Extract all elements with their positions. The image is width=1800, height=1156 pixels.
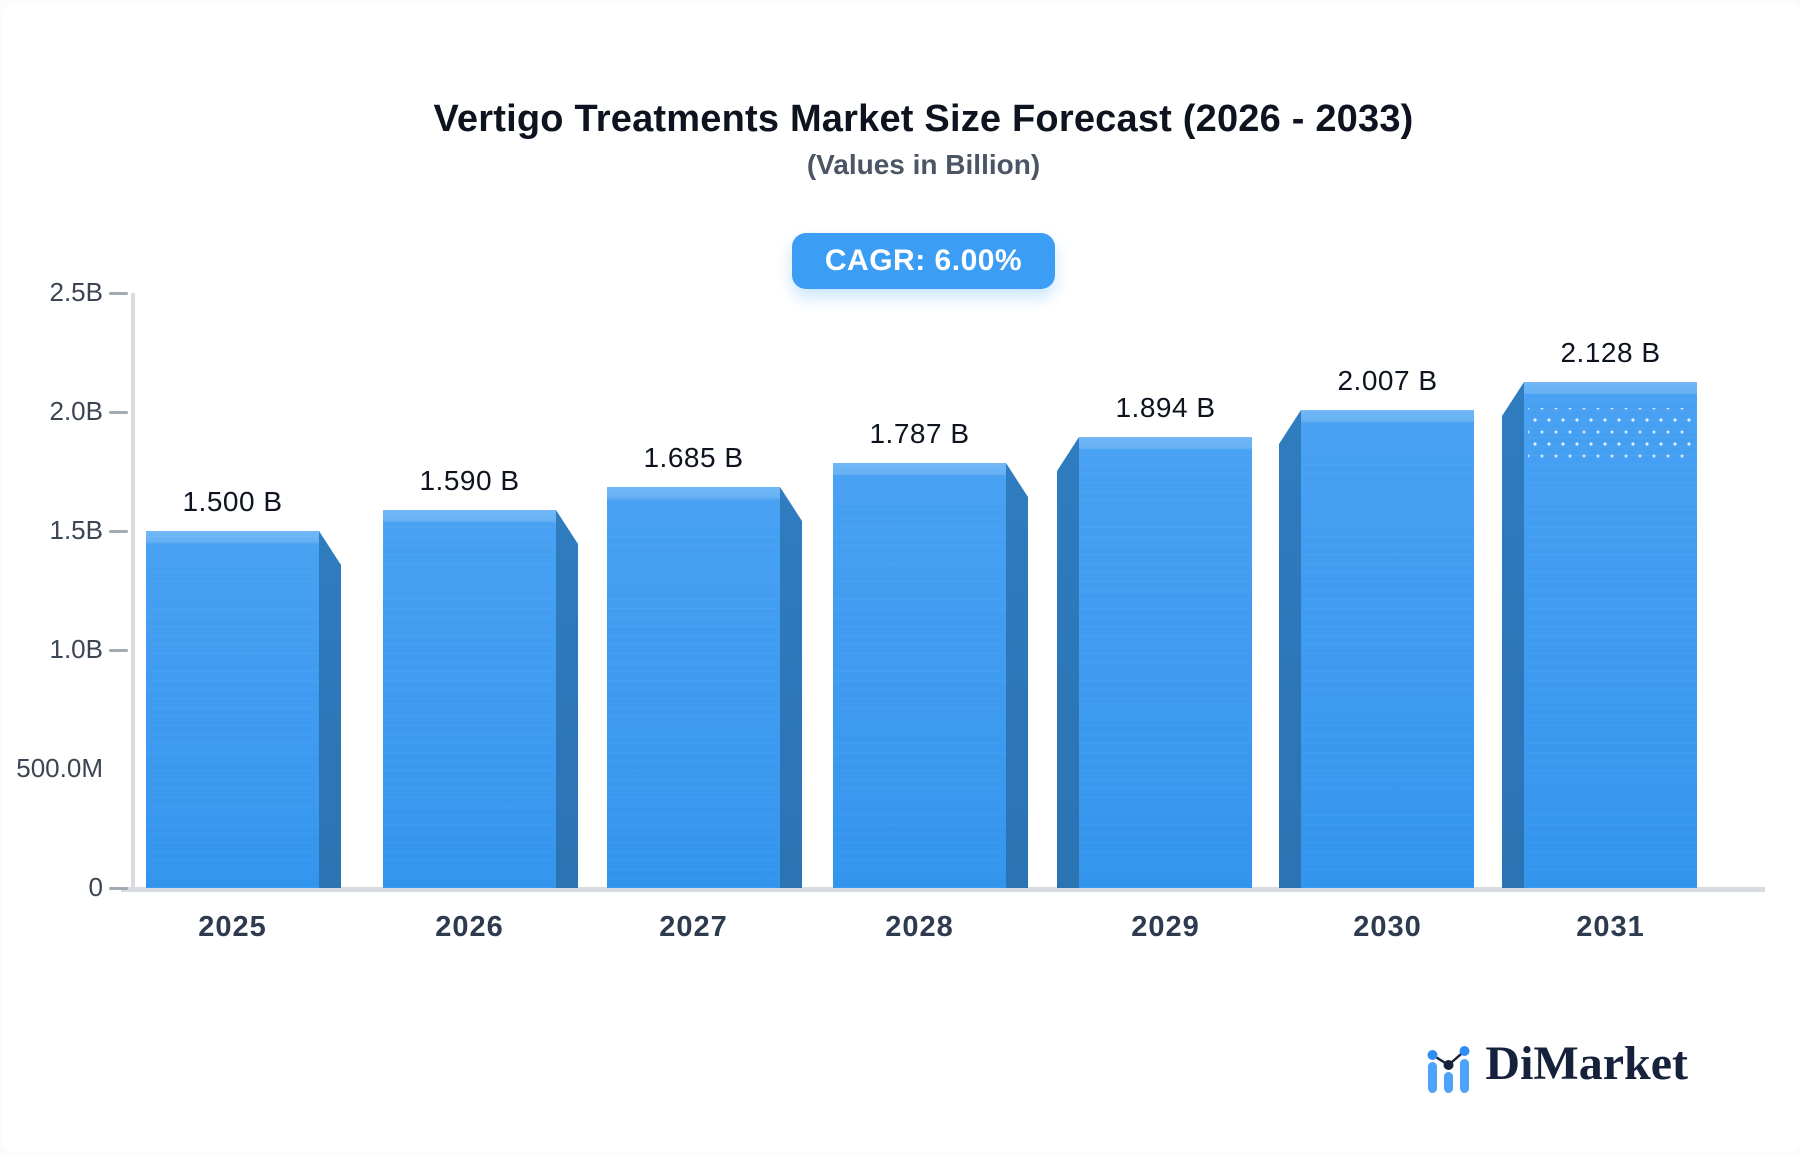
bar-chart-plot: 2.5B 2.0B 1.5B 1.0B 500.0M 0 1.500 B 2025 1.590 … xyxy=(3,3,1800,1156)
y-axis-tick xyxy=(109,411,128,414)
bar-value-label: 1.787 B xyxy=(869,418,970,449)
bar-value-label: 1.685 B xyxy=(643,442,744,473)
bar-value-label: 2.007 B xyxy=(1337,365,1438,396)
y-axis-label: 0 xyxy=(88,872,103,902)
y-axis-label: 2.5B xyxy=(49,277,104,307)
x-axis-label: 2031 xyxy=(1576,911,1645,943)
bar-body xyxy=(383,510,556,888)
bar-side-shade xyxy=(556,510,578,888)
y-axis-line xyxy=(131,293,135,890)
bar-2026 xyxy=(383,510,578,888)
x-axis-label: 2027 xyxy=(659,911,728,943)
x-axis-label: 2025 xyxy=(198,911,267,943)
chart-title: Vertigo Treatments Market Size Forecast … xyxy=(433,98,1414,140)
bar-2030 xyxy=(1279,410,1474,888)
chart-header: Vertigo Treatments Market Size Forecast … xyxy=(85,3,1762,289)
y-axis-tick xyxy=(109,649,128,652)
bar-body xyxy=(146,531,319,888)
bar-body xyxy=(607,487,780,888)
bar-value-label: 1.590 B xyxy=(419,465,520,496)
bar-2025 xyxy=(146,531,341,888)
y-axis-label: 500.0M xyxy=(16,753,103,783)
bar-body xyxy=(1524,382,1697,888)
y-axis-label: 1.0B xyxy=(49,634,104,664)
x-axis-label: 2029 xyxy=(1131,911,1200,943)
y-axis-tick xyxy=(109,887,128,890)
bar-2031 xyxy=(1502,382,1697,888)
bar-side-shade xyxy=(1057,437,1079,888)
bar-body xyxy=(833,463,1006,888)
bar-side-shade xyxy=(780,487,802,888)
bar-side-shade xyxy=(1502,382,1524,888)
chart-subtitle: (Values in Billion) xyxy=(806,149,1041,180)
bar-2027 xyxy=(607,487,802,888)
bar-side-shade xyxy=(1006,463,1028,888)
x-axis-label: 2026 xyxy=(435,911,504,943)
y-axis-tick xyxy=(109,530,128,533)
bar-side-shade xyxy=(1279,410,1301,888)
bar-chart-logo-icon xyxy=(1427,1046,1470,1093)
x-axis-label: 2028 xyxy=(885,911,954,943)
y-axis-label: 1.5B xyxy=(49,515,104,545)
bar-body xyxy=(1079,437,1252,888)
x-axis-line xyxy=(121,887,1765,892)
bar-2029 xyxy=(1057,437,1252,888)
bar-value-label: 1.894 B xyxy=(1115,392,1216,423)
bar-side-shade xyxy=(319,531,341,888)
bar-2028 xyxy=(833,463,1028,888)
brand-name: DiMarket xyxy=(1485,1037,1688,1090)
cagr-badge: CAGR: 6.00% xyxy=(791,233,1056,289)
brand-logo: DiMarket xyxy=(1427,1035,1688,1093)
y-axis-tick xyxy=(109,292,128,295)
chart-card: Vertigo Treatments Market Size Forecast … xyxy=(3,3,1800,1152)
bar-value-label: 1.500 B xyxy=(182,486,283,517)
bar-body xyxy=(1301,410,1474,888)
bar-value-label: 2.128 B xyxy=(1560,337,1661,368)
x-axis-label: 2030 xyxy=(1353,911,1422,943)
bar-dotted-texture xyxy=(1528,408,1693,462)
y-axis-label: 2.0B xyxy=(49,396,104,426)
